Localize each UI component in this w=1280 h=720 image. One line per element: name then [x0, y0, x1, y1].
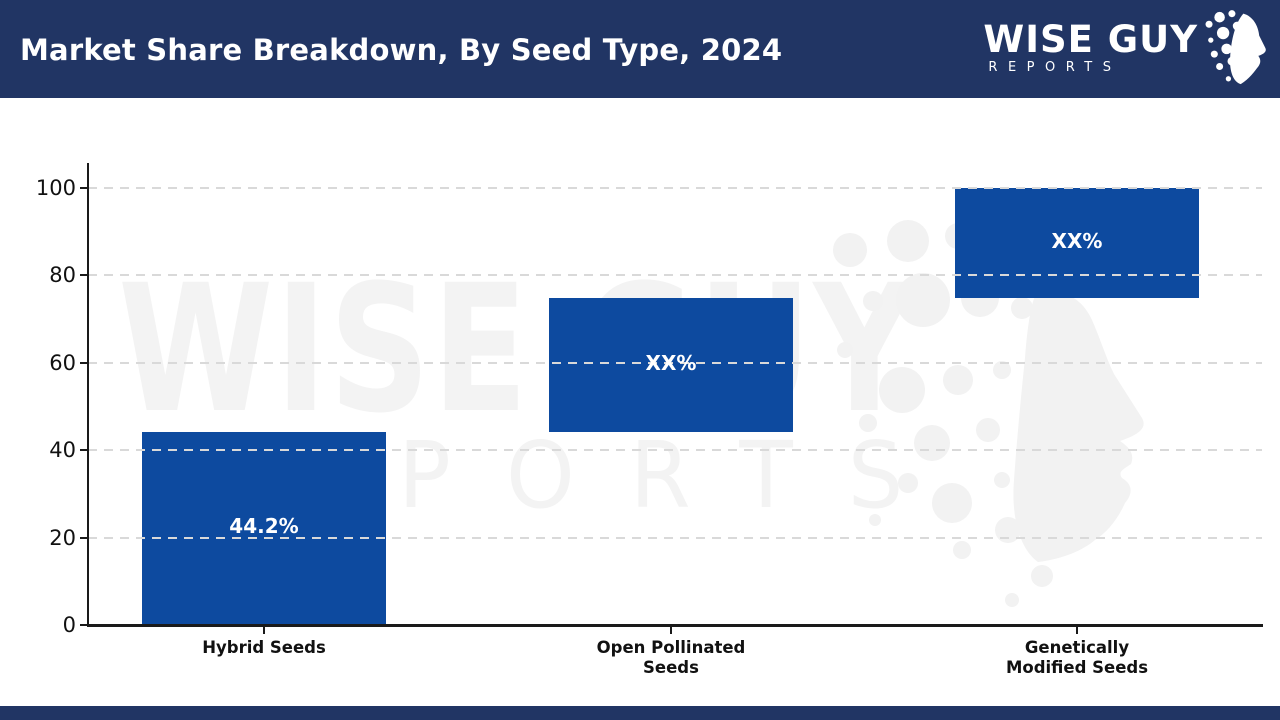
- gridline: [88, 361, 1262, 364]
- watermark-wordmark: WISE GUY: [118, 247, 917, 452]
- x-category-label: Hybrid Seeds: [202, 638, 326, 657]
- x-axis-line: [87, 624, 1263, 627]
- bar: [549, 298, 793, 432]
- y-tick-label: 80: [49, 263, 76, 287]
- y-tick-mark: [80, 449, 88, 451]
- y-tick-label: 100: [35, 175, 76, 200]
- gridline: [88, 536, 1262, 539]
- y-tick-label: 20: [49, 525, 76, 550]
- y-tick-mark: [80, 361, 88, 364]
- footer-bar: [0, 706, 1280, 720]
- wiseguy-face-icon: [1205, 10, 1266, 85]
- x-tick-mark: [263, 627, 265, 634]
- y-tick-label: 0: [62, 613, 76, 637]
- y-tick-mark: [80, 186, 88, 189]
- y-tick-mark: [80, 274, 88, 276]
- bar-value-label: XX%: [645, 350, 697, 375]
- gridline: [88, 274, 1262, 276]
- bar-value-label: XX%: [1051, 228, 1103, 253]
- header-bar: Market Share Breakdown, By Seed Type, 20…: [0, 0, 1280, 98]
- y-tick-label: 60: [49, 350, 76, 375]
- gridline: [88, 186, 1262, 189]
- bar-value-label: 44.2%: [229, 514, 299, 539]
- wiseguy-logo: WISE GUY REPORTS: [983, 8, 1268, 88]
- y-tick-label: 40: [49, 438, 76, 462]
- x-category-label: Genetically Modified Seeds: [1005, 638, 1149, 677]
- bar: [142, 431, 386, 625]
- x-tick-mark: [1076, 627, 1078, 634]
- y-tick-mark: [80, 536, 88, 539]
- page-title: Market Share Breakdown, By Seed Type, 20…: [20, 33, 783, 67]
- y-tick-mark: [80, 624, 88, 626]
- logo-wordmark: WISE GUY: [983, 17, 1198, 61]
- x-tick-mark: [670, 627, 672, 634]
- logo-text: WISE GUY REPORTS: [983, 17, 1198, 76]
- x-category-label: Open Pollinated Seeds: [596, 638, 746, 677]
- gridline: [88, 449, 1262, 451]
- y-axis-line: [87, 163, 89, 626]
- logo-subtext: REPORTS: [988, 60, 1122, 76]
